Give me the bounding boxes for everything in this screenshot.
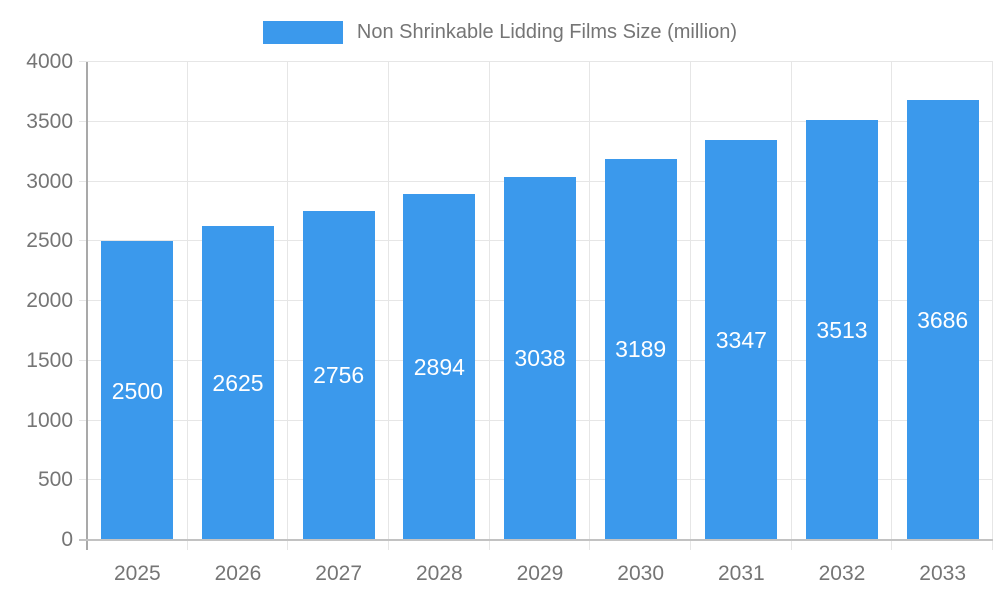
bar-2027[interactable] (302, 210, 375, 539)
chart-legend[interactable]: Non Shrinkable Lidding Films Size (milli… (0, 14, 1000, 50)
x-axis-label: 2025 (113, 562, 161, 585)
gridline-horizontal (87, 61, 993, 62)
y-axis-tick (79, 300, 87, 301)
bar-2029[interactable] (504, 176, 576, 539)
x-axis-label: 2030 (617, 562, 665, 585)
y-axis-tick (79, 120, 87, 122)
gridline-vertical (287, 62, 289, 550)
y-axis-label: 2500 (26, 229, 73, 253)
y-axis-line (86, 62, 88, 550)
bar-2031[interactable] (705, 140, 778, 539)
y-axis-tick (79, 61, 87, 62)
gridline-vertical (186, 62, 188, 550)
x-axis-label: 2032 (818, 562, 866, 585)
bar-2030[interactable] (604, 158, 677, 539)
gridline-vertical (790, 62, 792, 550)
x-axis-line (79, 539, 993, 541)
gridline-vertical (690, 62, 691, 550)
x-axis-label: 2028 (415, 562, 463, 585)
x-axis-label: 2027 (315, 562, 363, 585)
gridline-vertical (891, 62, 893, 550)
legend-swatch-icon (262, 20, 343, 44)
y-axis-tick (79, 240, 87, 242)
y-axis-label: 4000 (26, 50, 73, 73)
y-axis-label: 2000 (26, 289, 73, 312)
x-axis-label: 2029 (516, 562, 564, 585)
legend-label: Non Shrinkable Lidding Films Size (milli… (356, 20, 738, 43)
y-axis-label: 3000 (26, 169, 73, 193)
y-axis-label: 1500 (26, 348, 73, 372)
y-axis-label: 1000 (26, 408, 73, 432)
x-axis-label: 2031 (717, 562, 765, 585)
y-axis-label: 0 (61, 528, 73, 551)
x-axis-label: 2033 (919, 562, 967, 585)
y-axis-label: 3500 (26, 109, 73, 133)
gridline-vertical (488, 62, 490, 550)
y-axis-label: 500 (37, 468, 73, 492)
gridline-vertical (388, 62, 389, 550)
gridline-horizontal (87, 120, 993, 122)
y-axis-tick (79, 419, 87, 421)
bar-2025[interactable] (101, 241, 174, 539)
gridline-vertical (589, 62, 591, 550)
bar-2026[interactable] (202, 226, 274, 539)
bar-2032[interactable] (806, 120, 878, 539)
y-axis-tick (79, 359, 87, 361)
y-axis-tick (79, 479, 87, 481)
bar-2033[interactable] (906, 99, 979, 539)
y-axis-tick (79, 180, 87, 182)
gridline-vertical (992, 62, 993, 550)
bar-2028[interactable] (403, 194, 476, 539)
x-axis-label: 2026 (214, 562, 262, 585)
